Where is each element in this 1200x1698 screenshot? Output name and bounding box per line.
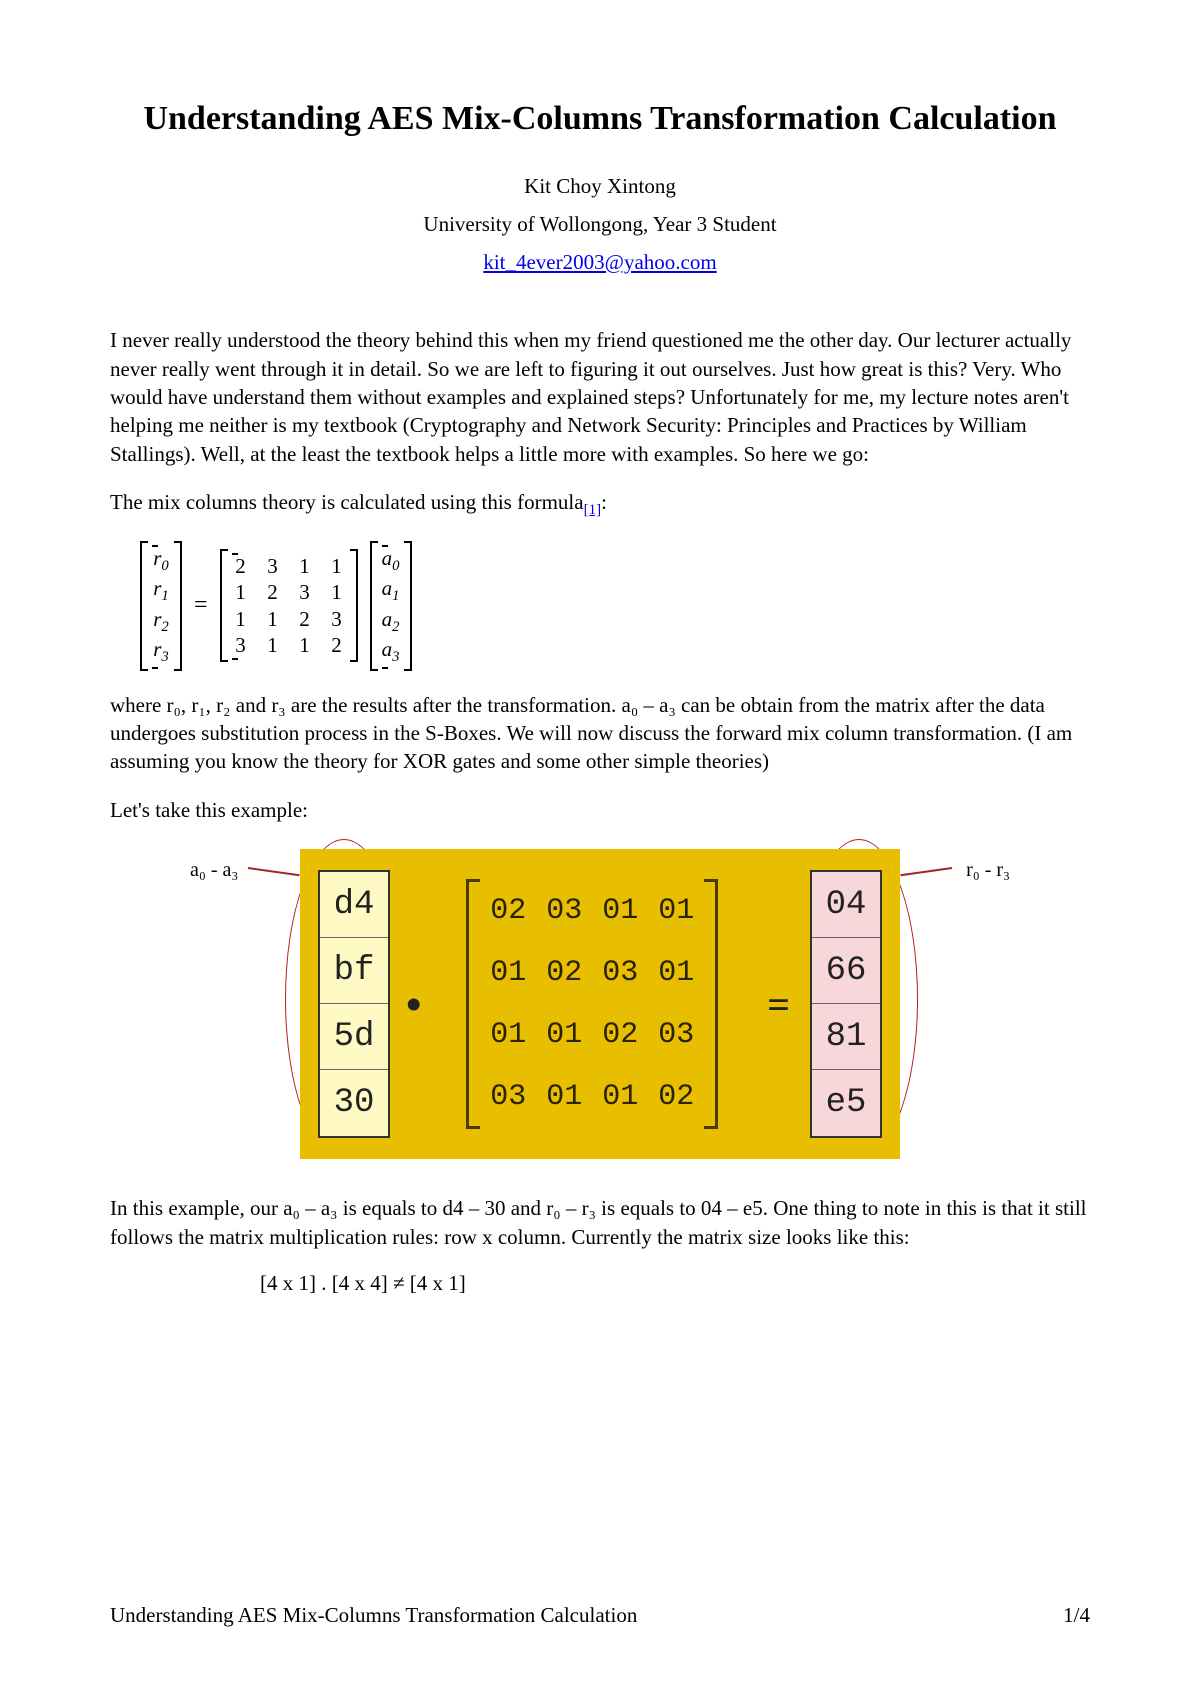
matrix-cell: 01 <box>648 942 704 1004</box>
equals-operator-icon: = <box>759 981 798 1028</box>
matrix-cell: 02 <box>480 880 536 942</box>
matrix-cell: 01 <box>480 942 536 1004</box>
matrix-cell: 02 <box>648 1066 704 1128</box>
page-number: 1/4 <box>1063 1603 1090 1628</box>
page-footer: Understanding AES Mix-Columns Transforma… <box>110 1603 1090 1628</box>
input-cell: bf <box>320 938 388 1004</box>
matrix-cell: 03 <box>480 1066 536 1128</box>
page-title: Understanding AES Mix-Columns Transforma… <box>110 100 1090 138</box>
input-cell: 30 <box>320 1070 388 1136</box>
input-vector-a: a0 a1 a2 a3 <box>370 541 412 671</box>
output-cell: 81 <box>812 1004 880 1070</box>
diagram-label-r: r₀ - r₃ <box>966 859 1010 882</box>
citation-link-1[interactable]: [1] <box>584 502 602 518</box>
footer-title: Understanding AES Mix-Columns Transforma… <box>110 1603 637 1628</box>
matrix-cell: 01 <box>536 1004 592 1066</box>
formula-intro-paragraph: The mix columns theory is calculated usi… <box>110 488 1090 520</box>
label-connector-left <box>248 867 300 876</box>
example-intro-paragraph: Let's take this example: <box>110 796 1090 824</box>
output-cell: 66 <box>812 938 880 1004</box>
mix-columns-formula: r0 r1 r2 r3 = 2311 1231 1123 3112 a0 a1 … <box>140 541 1090 671</box>
formula-intro-colon: : <box>601 490 607 514</box>
left-bracket-icon <box>466 879 480 1129</box>
author-block: Kit Choy Xintong University of Wollongon… <box>110 168 1090 281</box>
label-connector-right <box>900 867 952 876</box>
author-email-link[interactable]: kit_4ever2003@yahoo.com <box>483 250 716 274</box>
diagram-label-a: a₀ - a₃ <box>190 859 238 882</box>
matrix-cell: 03 <box>536 880 592 942</box>
dot-operator-icon: • <box>402 979 425 1030</box>
result-vector-r: r0 r1 r2 r3 <box>140 541 182 671</box>
matrix-cell: 01 <box>592 880 648 942</box>
right-bracket-icon <box>704 879 718 1129</box>
matrix-cell: 03 <box>592 942 648 1004</box>
matrix-cell: 01 <box>592 1066 648 1128</box>
formula-intro-text: The mix columns theory is calculated usi… <box>110 490 584 514</box>
matrix-cell: 01 <box>648 880 704 942</box>
output-column-vector: 04 66 81 e5 <box>810 870 882 1138</box>
equals-sign: = <box>194 592 208 619</box>
output-cell: 04 <box>812 872 880 938</box>
input-cell: 5d <box>320 1004 388 1070</box>
formula-explanation-paragraph: where r₀, r₁, r₂ and r₃ are the results … <box>110 691 1090 776</box>
input-column-vector: d4 bf 5d 30 <box>318 870 390 1138</box>
matrix-cell: 02 <box>536 942 592 1004</box>
mix-matrix-display: 02030101 01020301 01010203 03010102 <box>437 869 747 1139</box>
mix-matrix-m: 2311 1231 1123 3112 <box>220 549 358 662</box>
matrix-cell: 02 <box>592 1004 648 1066</box>
input-cell: d4 <box>320 872 388 938</box>
intro-paragraph: I never really understood the theory beh… <box>110 326 1090 468</box>
output-cell: e5 <box>812 1070 880 1136</box>
mix-columns-example-diagram: a₀ - a₃ r₀ - r₃ d4 bf 5d 30 • 02030101 0… <box>190 844 1010 1174</box>
author-affiliation: University of Wollongong, Year 3 Student <box>110 206 1090 244</box>
diagram-background: d4 bf 5d 30 • 02030101 01020301 01010203… <box>300 849 900 1159</box>
matrix-cell: 03 <box>648 1004 704 1066</box>
matrix-cell: 01 <box>480 1004 536 1066</box>
matrix-size-formula: [4 x 1] . [4 x 4] ≠ [4 x 1] <box>260 1271 1090 1296</box>
author-name: Kit Choy Xintong <box>110 168 1090 206</box>
example-explanation-paragraph: In this example, our a₀ – a₃ is equals t… <box>110 1194 1090 1251</box>
matrix-cell: 01 <box>536 1066 592 1128</box>
